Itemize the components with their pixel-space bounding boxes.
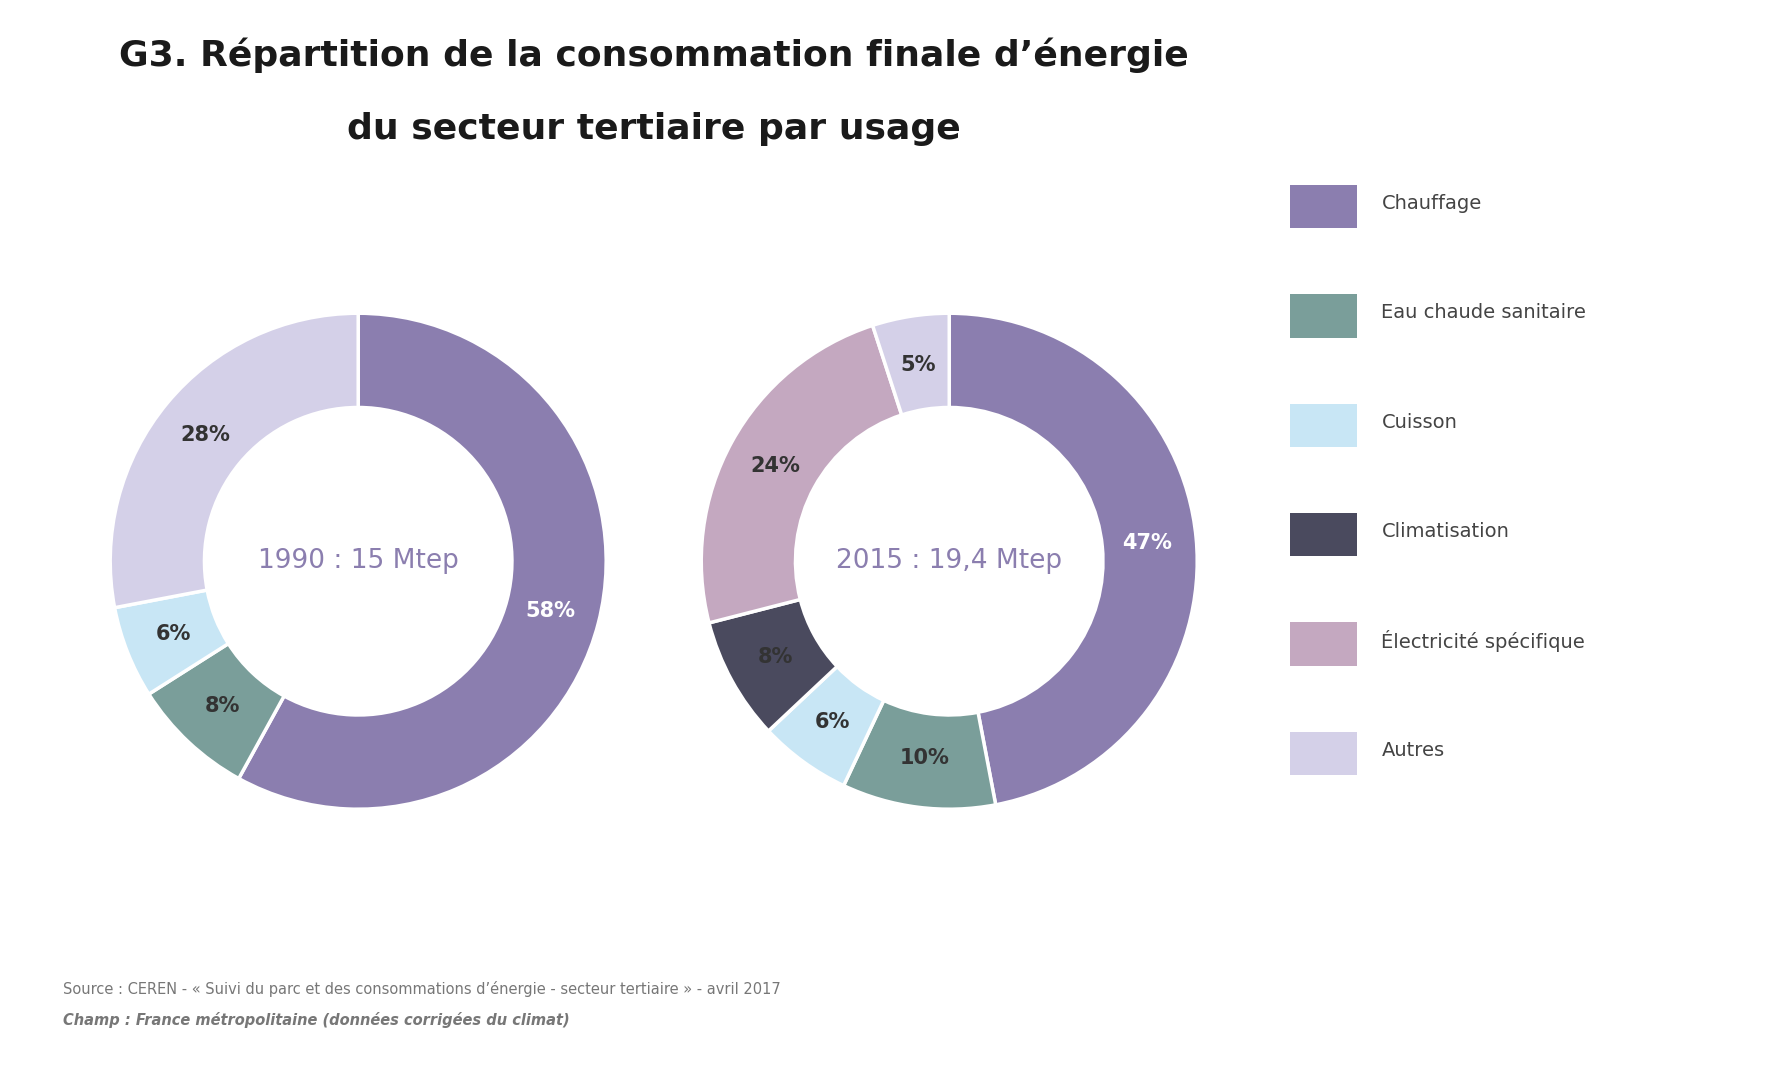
Text: Autres: Autres xyxy=(1381,741,1445,760)
Wedge shape xyxy=(768,666,883,786)
Text: 28%: 28% xyxy=(181,424,231,445)
Wedge shape xyxy=(844,700,996,809)
Wedge shape xyxy=(115,590,229,694)
Text: 6%: 6% xyxy=(156,624,192,645)
Text: 5%: 5% xyxy=(901,355,937,375)
Wedge shape xyxy=(709,600,836,731)
Bar xyxy=(1290,403,1358,447)
Bar xyxy=(1290,294,1358,338)
Text: Climatisation: Climatisation xyxy=(1381,522,1510,541)
Bar xyxy=(1290,731,1358,775)
Bar xyxy=(1290,513,1358,556)
Wedge shape xyxy=(702,325,901,623)
Text: 6%: 6% xyxy=(815,712,851,731)
Text: 8%: 8% xyxy=(758,647,793,667)
Text: 58%: 58% xyxy=(525,601,575,621)
Text: 24%: 24% xyxy=(750,455,801,476)
Text: 10%: 10% xyxy=(899,748,949,768)
Text: Champ : France métropolitaine (données corrigées du climat): Champ : France métropolitaine (données c… xyxy=(63,1012,570,1028)
Text: Électricité spécifique: Électricité spécifique xyxy=(1381,630,1585,652)
Text: G3. Répartition de la consommation finale d’énergie: G3. Répartition de la consommation final… xyxy=(118,37,1189,73)
Text: Eau chaude sanitaire: Eau chaude sanitaire xyxy=(1381,304,1587,322)
Text: Chauffage: Chauffage xyxy=(1381,193,1481,213)
Wedge shape xyxy=(111,313,358,607)
Text: Source : CEREN - « Suivi du parc et des consommations d’énergie - secteur tertia: Source : CEREN - « Suivi du parc et des … xyxy=(63,981,781,997)
Text: 8%: 8% xyxy=(204,696,240,716)
Wedge shape xyxy=(238,313,605,809)
Bar xyxy=(1290,185,1358,229)
Text: 47%: 47% xyxy=(1121,532,1171,553)
Wedge shape xyxy=(149,644,285,778)
Text: Cuisson: Cuisson xyxy=(1381,413,1458,432)
Wedge shape xyxy=(949,313,1196,805)
Text: 2015 : 19,4 Mtep: 2015 : 19,4 Mtep xyxy=(836,548,1062,574)
Text: du secteur tertiaire par usage: du secteur tertiaire par usage xyxy=(347,112,960,146)
Wedge shape xyxy=(872,313,949,415)
Bar xyxy=(1290,622,1358,666)
Text: 1990 : 15 Mtep: 1990 : 15 Mtep xyxy=(258,548,458,574)
